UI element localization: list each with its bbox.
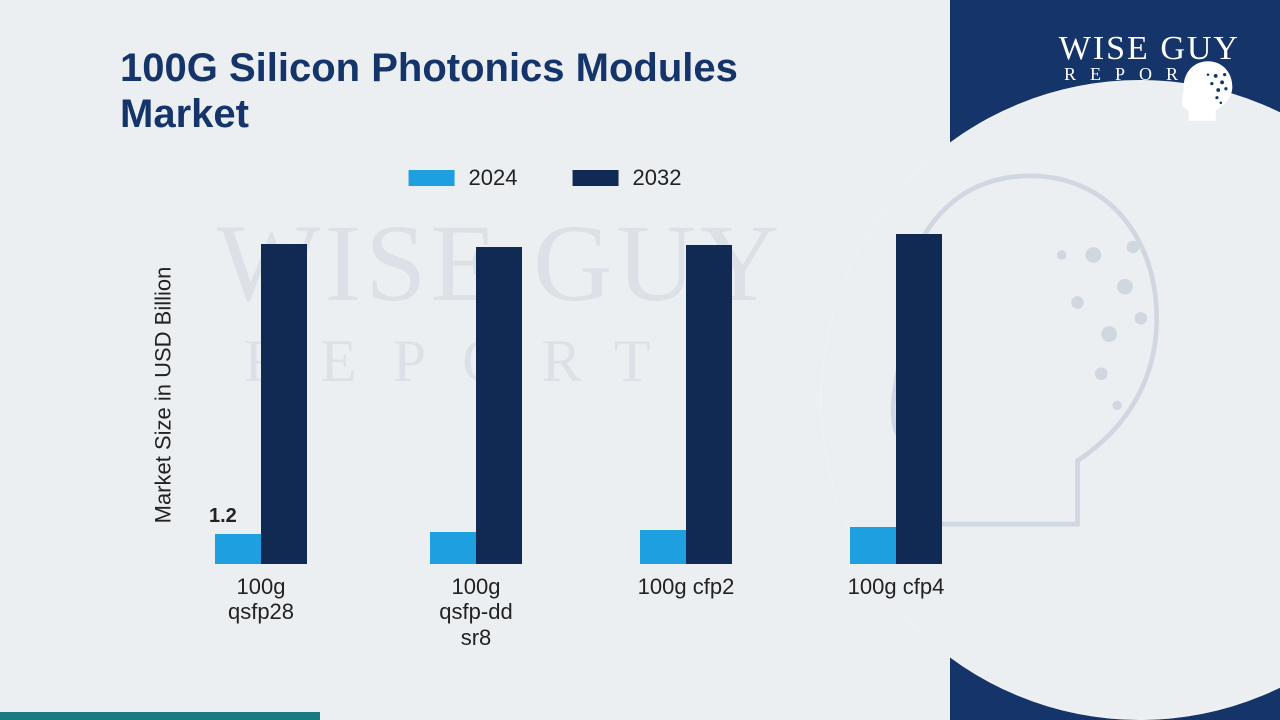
legend-label-2032: 2032 bbox=[633, 165, 682, 191]
bar-2032 bbox=[261, 244, 307, 564]
accent-strip bbox=[0, 712, 320, 720]
legend-swatch-2024 bbox=[409, 170, 455, 186]
x-axis-label: 100g qsfp28 bbox=[181, 564, 341, 625]
plot-region: 1.2100g qsfp28 100g qsfp-dd sr8 100g cfp2 1… bbox=[140, 215, 1005, 565]
x-axis-label: 100g qsfp-dd sr8 bbox=[396, 564, 556, 650]
legend-item-2032: 2032 bbox=[573, 165, 682, 191]
bar-group: 100g cfp4 bbox=[850, 234, 942, 564]
canvas: WISE GUY REPORTS 100G Silicon Photonics … bbox=[0, 0, 1280, 720]
legend-swatch-2032 bbox=[573, 170, 619, 186]
bar-2032 bbox=[476, 247, 522, 565]
x-axis-label: 100g cfp2 bbox=[606, 564, 766, 599]
legend-label-2024: 2024 bbox=[469, 165, 518, 191]
bar-2024 bbox=[850, 527, 896, 565]
bar-group: 100g cfp2 bbox=[640, 245, 732, 564]
bar-group: 100g qsfp-dd sr8 bbox=[430, 247, 522, 565]
bar-2024 bbox=[430, 532, 476, 565]
bar-2024 bbox=[640, 530, 686, 564]
bar-2032 bbox=[896, 234, 942, 564]
brand-head-icon bbox=[1176, 58, 1240, 122]
chart-title: 100G Silicon Photonics Modules Market bbox=[120, 45, 820, 137]
chart-area: Market Size in USD Billion 2024 2032 1.2… bbox=[85, 165, 1005, 625]
bar-2024 bbox=[215, 534, 261, 564]
bar-2032 bbox=[686, 245, 732, 564]
legend-item-2024: 2024 bbox=[409, 165, 518, 191]
x-axis-label: 100g cfp4 bbox=[816, 564, 976, 599]
bar-group: 1.2100g qsfp28 bbox=[215, 244, 307, 564]
brand-block: WISE GUY REPORTS bbox=[980, 30, 1240, 85]
legend: 2024 2032 bbox=[409, 165, 682, 191]
bar-value-label: 1.2 bbox=[209, 505, 237, 528]
